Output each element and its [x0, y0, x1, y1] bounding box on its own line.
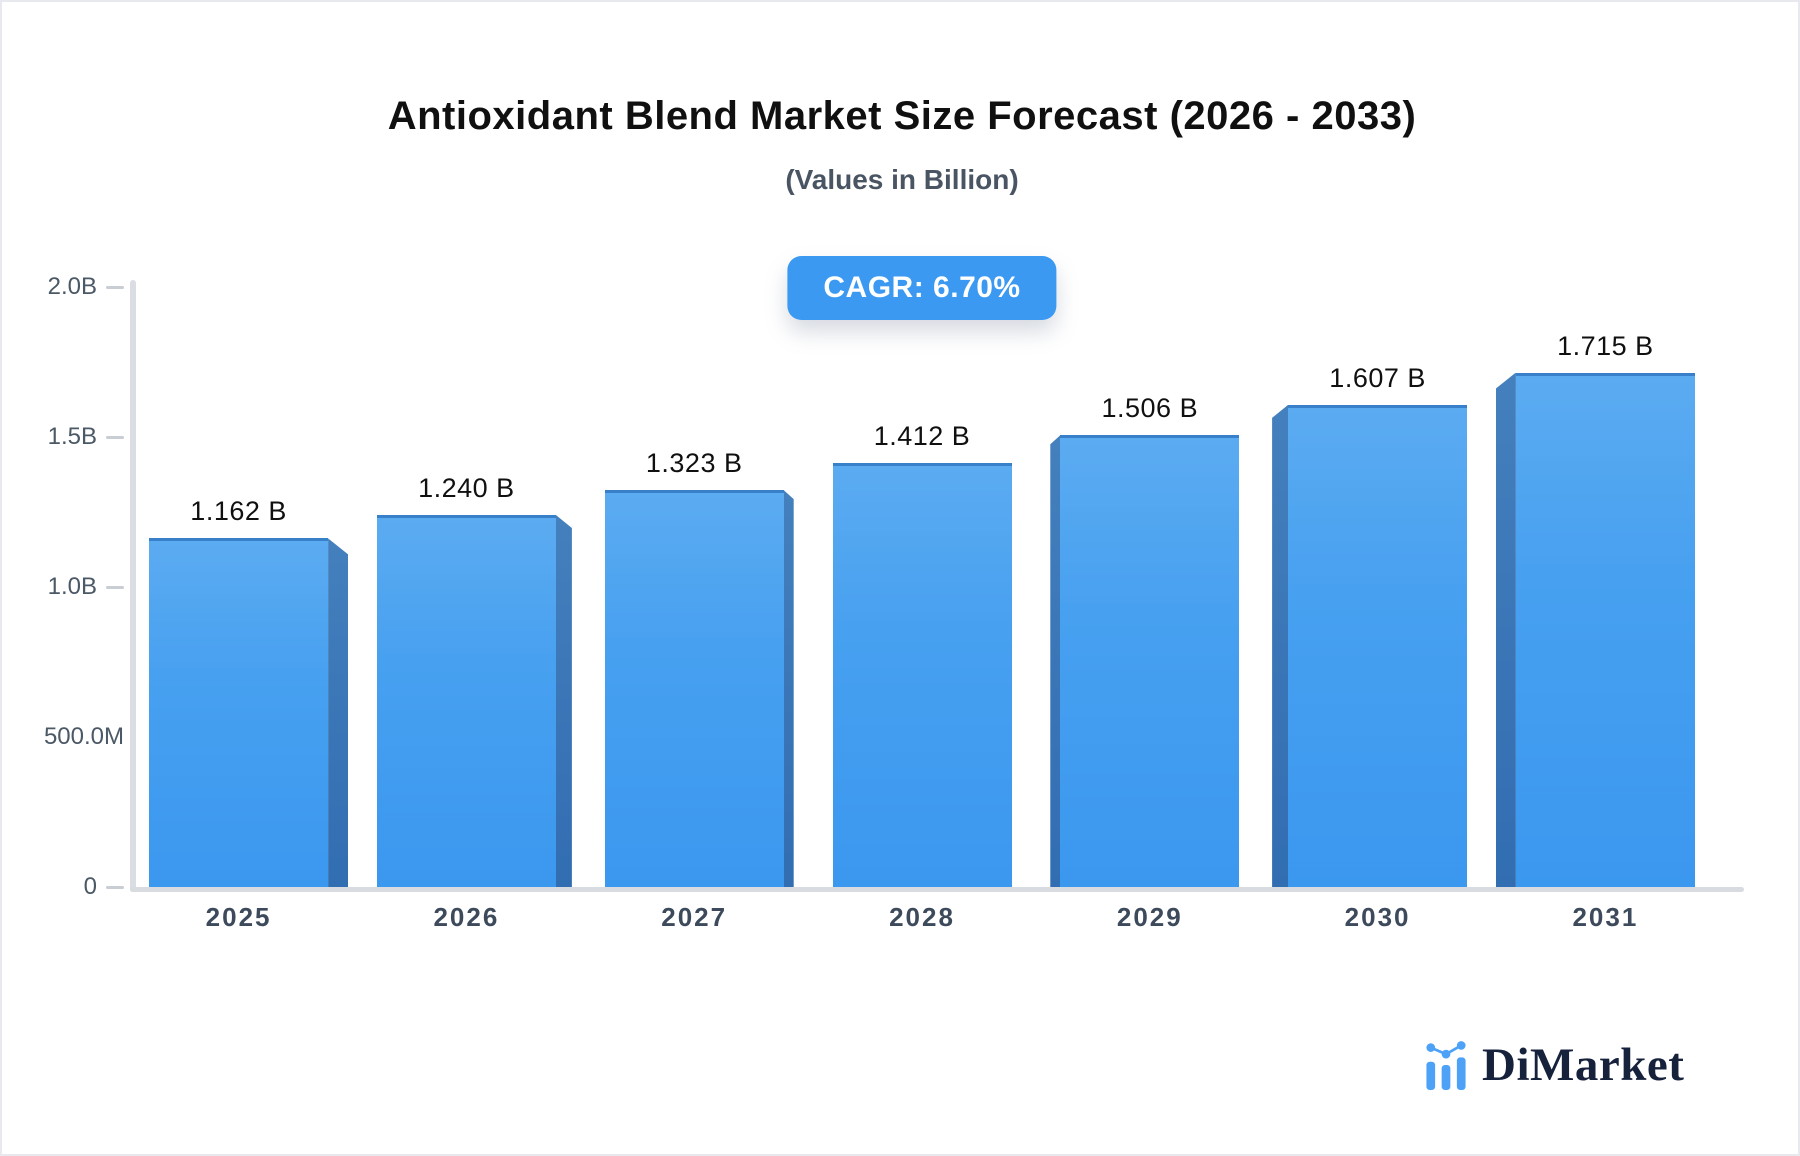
y-axis-tick-label: 0 [83, 873, 97, 900]
chart-subtitle: (Values in Billion) [785, 164, 1019, 195]
y-axis-tick-dash [106, 585, 124, 589]
bar-value-label: 1.323 B [645, 448, 743, 479]
y-axis-tick: 0 [2, 872, 124, 902]
y-axis-tick-dash [106, 435, 124, 439]
bar-2028 [832, 463, 1012, 887]
x-axis-tick-label: 2031 [1572, 902, 1639, 932]
bar-value-label: 1.162 B [190, 496, 287, 527]
bar-3d-side [555, 515, 572, 887]
bar-value-label: 1.715 B [1557, 330, 1654, 361]
x-axis-tick-label: 2030 [1344, 902, 1411, 932]
y-axis-tick: 2.0B [2, 272, 124, 302]
y-axis-tick: 1.5B [2, 422, 124, 452]
bar-3d-side [1495, 372, 1516, 887]
bar-value-label: 1.607 B [1329, 362, 1426, 393]
x-axis-tick-label: 2028 [889, 902, 955, 932]
y-axis-tick-dash [106, 285, 124, 289]
x-axis-tick-label: 2025 [205, 902, 272, 932]
y-axis-line [130, 280, 136, 892]
bar-2026 [376, 515, 556, 887]
cagr-badge: CAGR: 6.70% [787, 256, 1057, 320]
brand-logo: DiMarket [1424, 1038, 1684, 1092]
chart-title: Antioxidant Blend Market Size Forecast (… [387, 94, 1417, 138]
y-axis-tick-label: 500.0M [43, 723, 124, 750]
bar-2030 [1288, 404, 1468, 887]
bar-value-label: 1.240 B [418, 473, 515, 503]
bar-3d-side [1272, 404, 1289, 887]
x-axis-line [130, 887, 1744, 892]
y-axis-tick: 500.0M [2, 722, 124, 752]
y-axis-tick-label: 1.5B [47, 423, 97, 450]
bar-3d-side [783, 490, 794, 887]
bar-value-label: 1.412 B [873, 421, 971, 452]
bar-value-label: 1.506 B [1101, 393, 1199, 424]
y-axis-tick-label: 1.0B [47, 573, 97, 600]
y-axis-tick-dash [106, 885, 124, 889]
bar-3d-side [1050, 435, 1061, 887]
bar-2031 [1515, 372, 1695, 887]
brand-name: DiMarket [1482, 1039, 1685, 1091]
y-axis-tick: 1.0B [2, 572, 124, 602]
mini-bar-chart-icon [1426, 1041, 1466, 1090]
bar-2027 [604, 490, 784, 887]
x-axis-tick-label: 2027 [661, 902, 728, 932]
y-axis-tick-label: 2.0B [47, 273, 97, 300]
bar-2025 [149, 538, 329, 887]
x-axis-tick-label: 2029 [1116, 902, 1183, 932]
bar-3d-side [328, 538, 349, 887]
bar-2029 [1060, 435, 1240, 887]
x-axis-tick-label: 2026 [433, 902, 500, 932]
